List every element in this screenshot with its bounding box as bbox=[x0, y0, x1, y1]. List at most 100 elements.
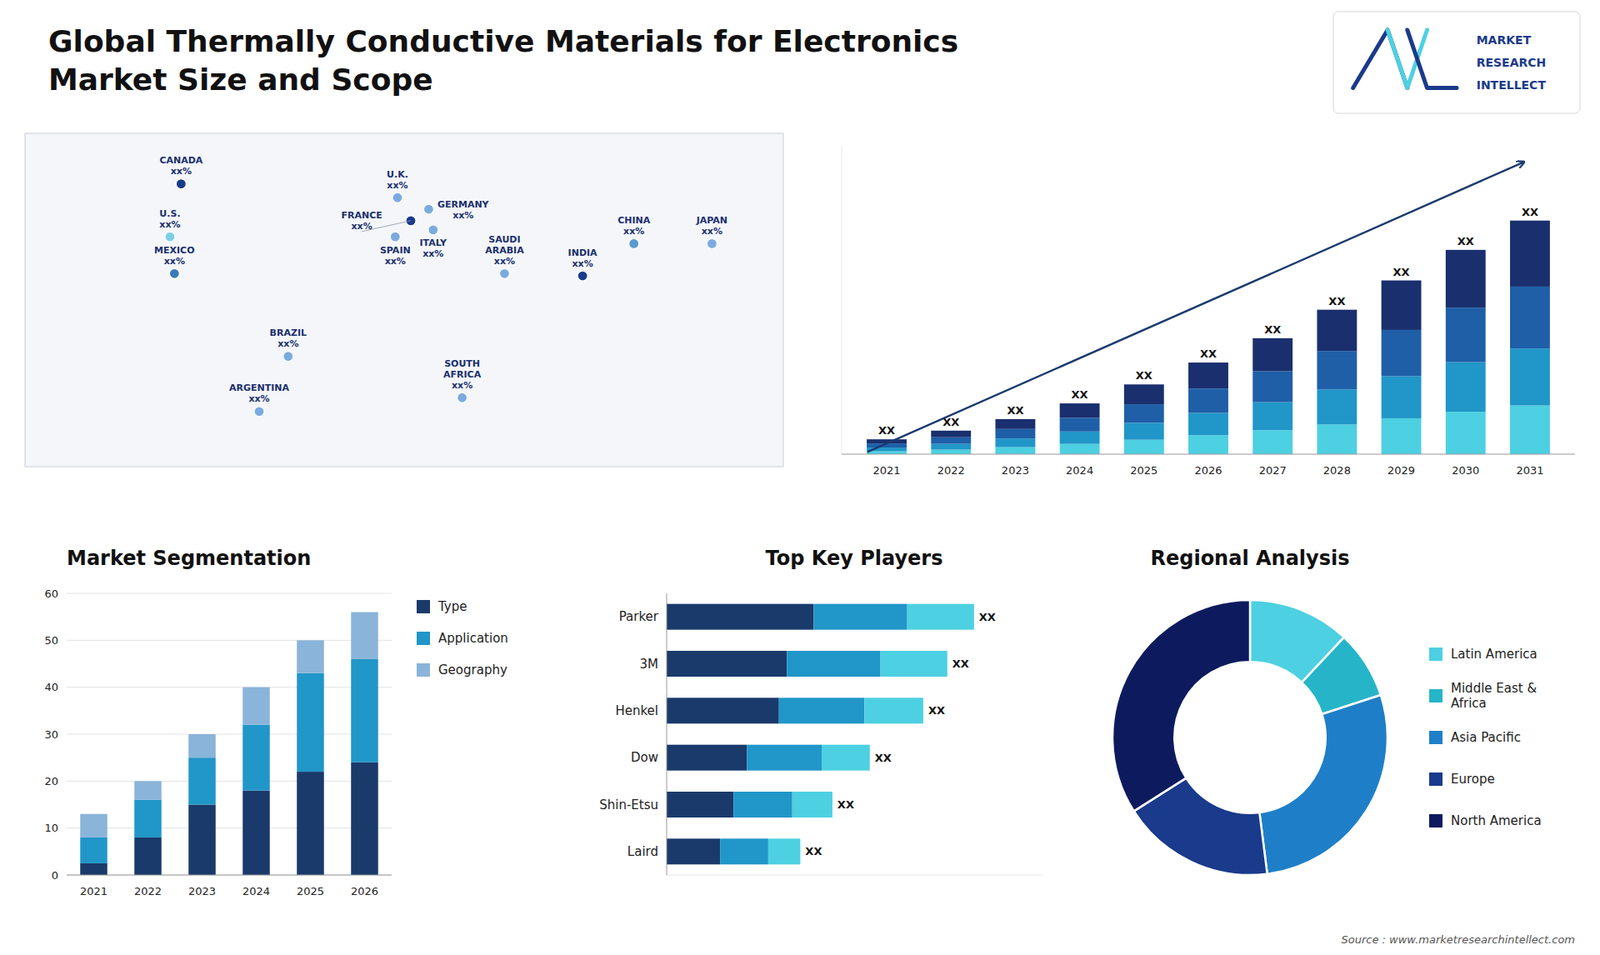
map-label: U.K.xx% bbox=[386, 168, 409, 190]
x-tick-label: 2022 bbox=[134, 885, 162, 898]
text-line: xx% bbox=[494, 255, 515, 266]
y-tick-label: 0 bbox=[51, 869, 59, 882]
text-line: SPAIN bbox=[380, 244, 411, 255]
map-label: CANADAxx% bbox=[159, 155, 203, 177]
bar-segment bbox=[1316, 350, 1357, 390]
legend-swatch bbox=[1429, 730, 1443, 745]
legend-swatch bbox=[416, 600, 430, 614]
bar-label: XX bbox=[1006, 404, 1024, 417]
bar-segment bbox=[768, 838, 800, 865]
bar-segment bbox=[1124, 440, 1165, 455]
x-tick-label: 2022 bbox=[937, 464, 965, 477]
x-tick-label: 2021 bbox=[80, 885, 108, 898]
map-label: ITALYxx% bbox=[420, 237, 449, 260]
x-tick-label: 2026 bbox=[1194, 464, 1222, 477]
bar-label: XX bbox=[952, 657, 970, 670]
bar-segment bbox=[666, 650, 787, 677]
text-line: SOUTH bbox=[444, 357, 480, 369]
text-line: MEXICO bbox=[154, 244, 195, 255]
x-tick-label: 2028 bbox=[1323, 464, 1351, 477]
bar-segment bbox=[1188, 412, 1229, 435]
bar-segment bbox=[1445, 250, 1486, 308]
bar-segment bbox=[80, 863, 108, 875]
bar-segment bbox=[864, 697, 924, 724]
legend-label: Europe bbox=[1450, 771, 1495, 787]
bar-segment bbox=[80, 814, 108, 838]
map-point bbox=[706, 238, 717, 249]
legend-label: Asia Pacific bbox=[1450, 730, 1521, 745]
bar-label: XX bbox=[1200, 347, 1217, 360]
map-point bbox=[577, 270, 588, 281]
bar-label: XX bbox=[1328, 295, 1345, 308]
bar-segment bbox=[1381, 418, 1422, 455]
bar-segment bbox=[1510, 348, 1550, 405]
y-tick-label: Laird bbox=[627, 844, 659, 860]
grid-line bbox=[66, 875, 392, 876]
bar-segment bbox=[666, 604, 814, 630]
bar-label: XX bbox=[942, 415, 960, 429]
map-label: MEXICOxx% bbox=[154, 244, 195, 266]
bar-segment bbox=[930, 437, 971, 445]
y-tick-label: 30 bbox=[44, 728, 59, 741]
grid-line bbox=[66, 640, 392, 641]
map-label: SOUTHAFRICAxx% bbox=[443, 357, 482, 390]
y-tick-label: 50 bbox=[44, 634, 59, 647]
legend-swatch bbox=[416, 631, 430, 645]
bar-segment bbox=[296, 640, 325, 673]
bar-segment bbox=[1445, 307, 1486, 362]
y-tick-label: 10 bbox=[44, 821, 59, 835]
bar-segment bbox=[666, 838, 720, 865]
bar-segment bbox=[1316, 389, 1357, 425]
text-line: ARGENTINA bbox=[229, 382, 290, 394]
bar-label: XX bbox=[878, 424, 895, 437]
y-tick-label: Shin-Etsu bbox=[599, 797, 659, 813]
bar-segment bbox=[1124, 384, 1165, 405]
map-label: U.S.xx% bbox=[159, 207, 180, 230]
chart-title: Top Key Players bbox=[765, 546, 944, 570]
map-point bbox=[390, 231, 400, 242]
bar-segment bbox=[995, 438, 1035, 447]
bar-segment bbox=[242, 725, 270, 791]
bar-segment bbox=[1510, 220, 1550, 287]
bar-label: XX bbox=[1071, 388, 1089, 401]
source: Source : www.marketresearchintellect.com bbox=[1341, 933, 1576, 946]
legend-swatch bbox=[1429, 772, 1443, 786]
bar-label: XX bbox=[1457, 235, 1475, 248]
map-label: SAUDIARABIAxx% bbox=[485, 233, 525, 266]
map-point bbox=[283, 351, 294, 362]
bar-segment bbox=[350, 659, 379, 763]
bar-segment bbox=[1188, 362, 1229, 389]
subtitle: Market Size and Scope bbox=[48, 62, 434, 97]
y-axis-line bbox=[841, 145, 843, 455]
leader-line bbox=[361, 220, 411, 232]
legend-label: Latin America bbox=[1450, 646, 1538, 662]
map-label: ARGENTINAxx% bbox=[229, 382, 290, 405]
trend-arrow bbox=[867, 162, 1524, 453]
bar-segment bbox=[1252, 338, 1293, 372]
bar-segment bbox=[995, 447, 1035, 455]
bar-segment bbox=[134, 837, 162, 875]
map-point bbox=[457, 392, 468, 403]
bar-segment bbox=[1252, 370, 1293, 402]
legend-label: Application bbox=[438, 630, 509, 646]
map-label: GERMANYxx% bbox=[437, 198, 490, 220]
logo-text: INTELLECT bbox=[1476, 78, 1547, 92]
bar-segment bbox=[350, 612, 379, 660]
donut-slice bbox=[1112, 600, 1250, 811]
map-label: INDIAxx% bbox=[568, 246, 599, 269]
bar-label: XX bbox=[805, 845, 822, 858]
bar-label: XX bbox=[1264, 323, 1281, 336]
map-point bbox=[392, 192, 403, 203]
bar-segment bbox=[821, 745, 870, 771]
bar-segment bbox=[786, 650, 880, 677]
bar-segment bbox=[1510, 286, 1550, 349]
x-tick-label: 2030 bbox=[1451, 464, 1480, 477]
legend-swatch bbox=[416, 663, 430, 677]
logo-box bbox=[1333, 11, 1580, 114]
bar-segment bbox=[1124, 404, 1165, 423]
title: Global Thermally Conductive Materials fo… bbox=[48, 24, 959, 59]
x-axis-line bbox=[66, 875, 392, 876]
bar-segment bbox=[80, 837, 108, 864]
map-label: BRAZILxx% bbox=[270, 327, 307, 350]
x-tick-label: 2021 bbox=[872, 464, 900, 477]
